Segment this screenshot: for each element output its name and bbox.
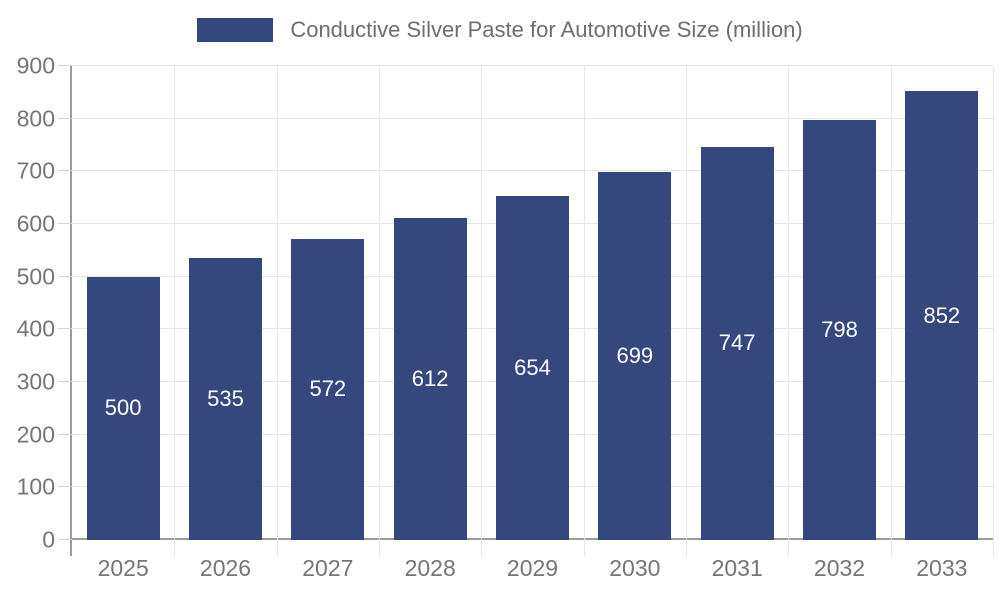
legend-label: Conductive Silver Paste for Automotive S… <box>290 17 803 42</box>
bar: 572 <box>291 238 365 540</box>
y-axis-tick <box>58 65 72 66</box>
bar-slot: 535 <box>174 66 276 540</box>
plot-area: 0 100 200 300 400 500 600 700 800 900 500 2025 535 20… <box>17 54 994 580</box>
bar-value-label: 852 <box>923 302 961 328</box>
bar-value-label: 798 <box>821 316 858 342</box>
y-axis-tick <box>58 486 72 488</box>
bar: 852 <box>905 91 979 540</box>
gridline-vertical <box>174 66 176 556</box>
y-axis-tick <box>58 381 72 383</box>
bar: 535 <box>188 258 262 540</box>
x-axis-label: 2033 <box>916 555 968 581</box>
bar: 500 <box>86 276 160 540</box>
bar-slot: 612 <box>379 66 481 540</box>
gridline-vertical <box>276 66 278 556</box>
y-axis-tick <box>58 223 72 225</box>
legend[interactable]: Conductive Silver Paste for Automotive S… <box>0 17 1000 43</box>
bar-slot: 699 <box>584 66 686 540</box>
y-axis-label: 500 <box>16 263 55 290</box>
y-axis-label: 300 <box>16 368 55 395</box>
y-axis-label: 400 <box>16 315 55 342</box>
y-axis-label: 0 <box>42 526 55 553</box>
bar: 699 <box>598 171 672 540</box>
y-axis-tick <box>58 170 72 172</box>
bar: 654 <box>495 195 569 540</box>
gridline-vertical <box>890 66 892 556</box>
y-axis-label: 900 <box>16 52 55 79</box>
bar-slot: 852 <box>891 66 993 540</box>
bar-value-label: 612 <box>411 365 449 391</box>
bar-slot: 798 <box>788 66 890 540</box>
y-axis-tick <box>58 433 72 435</box>
bar-value-label: 572 <box>309 376 347 402</box>
bar-slot: 500 <box>72 66 174 540</box>
y-axis-label: 700 <box>16 157 55 184</box>
legend-swatch-icon <box>197 18 274 42</box>
bar-value-label: 535 <box>207 386 244 412</box>
gridline-vertical <box>378 66 380 556</box>
bar: 747 <box>700 146 774 540</box>
y-axis-label: 200 <box>16 421 55 448</box>
bar: 798 <box>802 119 876 540</box>
x-axis-label: 2029 <box>506 555 559 581</box>
x-axis-label: 2028 <box>404 555 456 581</box>
x-axis-label: 2027 <box>302 555 354 581</box>
bar: 612 <box>393 217 467 540</box>
gridline-vertical <box>481 66 483 556</box>
y-axis-tick <box>58 117 72 119</box>
x-axis-label: 2025 <box>97 555 149 581</box>
x-axis-label: 2031 <box>711 555 763 581</box>
bar-slot: 654 <box>481 66 583 540</box>
y-axis-label: 100 <box>16 473 55 500</box>
y-axis-tick <box>58 539 72 540</box>
y-axis-label: 600 <box>16 210 55 237</box>
y-axis-tick <box>58 328 72 330</box>
gridline-vertical <box>993 66 994 556</box>
x-axis-label: 2032 <box>813 555 866 581</box>
bar-slot: 572 <box>277 66 379 540</box>
gridline-vertical <box>583 66 585 556</box>
gridline-horizontal <box>72 170 993 172</box>
bar-slot: 747 <box>686 66 788 540</box>
y-axis-line <box>70 66 72 556</box>
bar-value-label: 699 <box>616 342 654 368</box>
x-axis-label: 2026 <box>199 555 252 581</box>
x-axis-label: 2030 <box>609 555 661 581</box>
bar-value-label: 500 <box>104 395 142 421</box>
gridline-vertical <box>788 66 790 556</box>
bar-value-label: 747 <box>718 330 756 356</box>
y-axis-tick <box>58 275 72 277</box>
gridline-vertical <box>685 66 687 556</box>
gridline-horizontal <box>72 65 993 66</box>
gridline-horizontal <box>72 117 993 119</box>
bar-value-label: 654 <box>514 354 551 380</box>
y-axis-label: 800 <box>16 105 55 132</box>
